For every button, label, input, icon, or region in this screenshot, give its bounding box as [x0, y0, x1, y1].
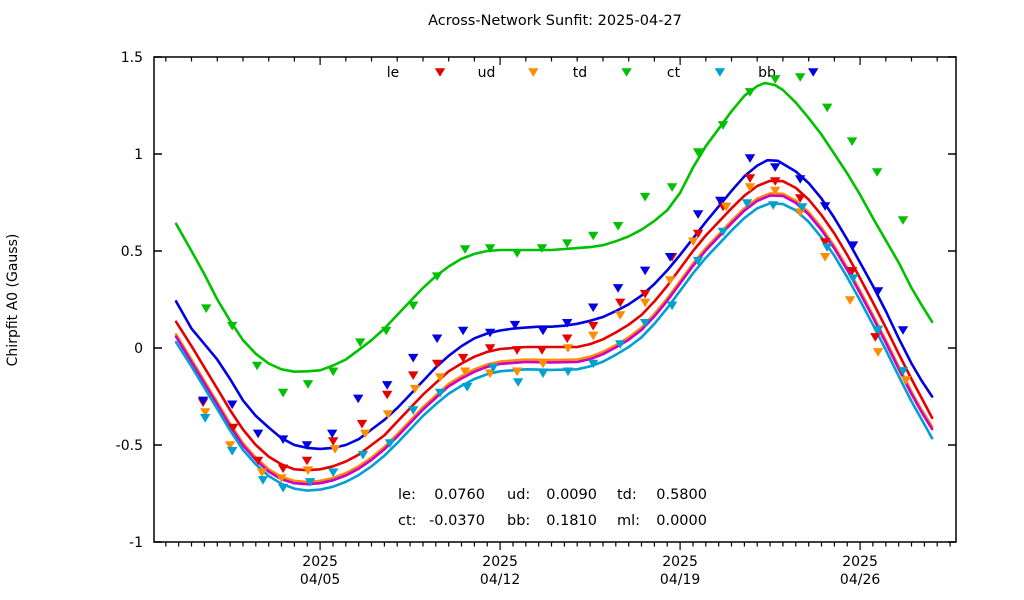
series-le-curve [174, 179, 934, 472]
svg-text:-1: -1 [129, 535, 143, 551]
coef-value: -0.0370 [429, 513, 485, 529]
svg-text:2025: 2025 [482, 554, 518, 570]
coef-key: ud: [507, 487, 530, 503]
legend-item-ct: ct [667, 65, 726, 81]
legend-marker-icon [808, 68, 819, 77]
coef-value: 0.1810 [546, 513, 597, 529]
svg-text:1.5: 1.5 [121, 50, 143, 66]
fit-coefficients: le: 0.0760 ud: 0.0090 td: 0.5800 ct: -0.0370 bb:… [398, 487, 707, 529]
svg-text:04/19: 04/19 [660, 572, 700, 588]
series-td-points [201, 73, 909, 398]
coef-value: 0.0760 [434, 487, 485, 503]
coef-key: td: [617, 487, 637, 503]
legend-item-bb: bb [758, 65, 819, 81]
svg-text:04/05: 04/05 [300, 572, 340, 588]
legend-marker-icon [434, 68, 446, 77]
series-le-points [197, 174, 908, 474]
series-bb-curve [174, 158, 934, 451]
legend-label: le [387, 65, 400, 81]
legend-item-ud: ud [478, 65, 539, 81]
svg-text:2025: 2025 [302, 554, 338, 570]
coef-key: bb: [507, 513, 530, 529]
series-ct-points [200, 199, 909, 493]
coef-key: ct: [398, 513, 417, 529]
svg-text:-0.5: -0.5 [116, 438, 143, 454]
svg-text:1: 1 [134, 147, 143, 163]
series-td-curve [174, 81, 934, 373]
svg-text:04/26: 04/26 [840, 572, 880, 588]
coef-key: le: [398, 487, 416, 503]
legend-label: ct [667, 65, 681, 81]
legend-label: ud [478, 65, 496, 81]
series-bb-points [197, 154, 909, 450]
plot-border [153, 56, 957, 543]
svg-text:0.5: 0.5 [121, 244, 143, 260]
legend-marker-icon [621, 68, 632, 77]
legend: le ud td ct bb [387, 65, 819, 81]
legend-item-le: le [387, 65, 446, 81]
svg-text:2025: 2025 [842, 554, 878, 570]
chart-title: Across-Network Sunfit: 2025-04-27 [428, 13, 682, 29]
series-ud-curve [174, 192, 934, 484]
svg-text:0: 0 [134, 341, 143, 357]
coef-value: 0.5800 [656, 487, 707, 503]
coef-key: ml: [617, 513, 640, 529]
coef-value: 0.0090 [546, 487, 597, 503]
y-tick-labels: -1 -0.5 0 0.5 1 1.5 [116, 50, 143, 551]
series-ud-points [200, 183, 912, 483]
svg-text:2025: 2025 [662, 554, 698, 570]
legend-label: td [573, 65, 587, 81]
legend-item-td: td [573, 65, 632, 81]
coef-value: 0.0000 [656, 513, 707, 529]
series-ml-curve [174, 194, 934, 486]
x-tick-labels: 2025 04/05 2025 04/12 2025 04/19 2025 04/26 [300, 554, 880, 588]
y-axis [154, 56, 956, 543]
svg-text:04/12: 04/12 [480, 572, 520, 588]
legend-marker-icon [714, 68, 726, 77]
legend-marker-icon [528, 68, 539, 77]
